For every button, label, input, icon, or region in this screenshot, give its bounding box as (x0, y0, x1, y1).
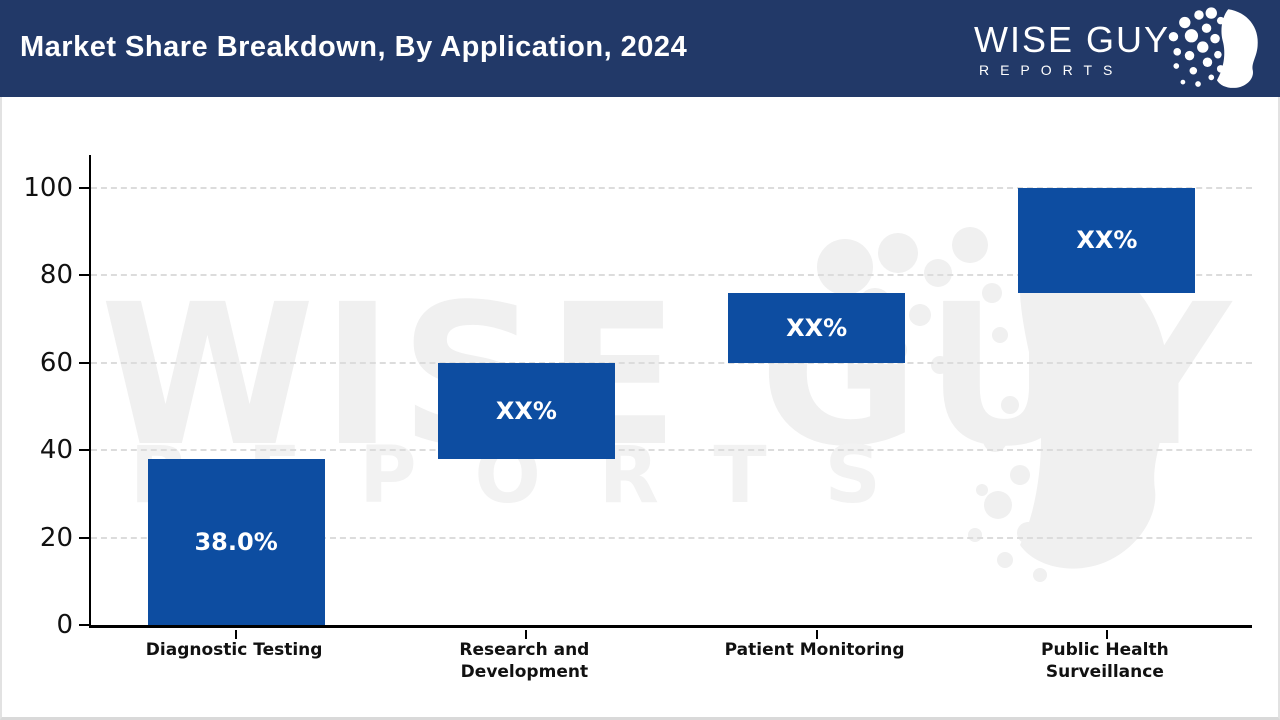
watermark-head-icon (770, 227, 1169, 582)
y-tick-mark (79, 624, 89, 626)
bar-value-label: XX% (495, 396, 557, 425)
y-gridline (91, 186, 1252, 189)
x-category-label: Research and Development (459, 640, 590, 683)
bar-public-health-surveillance: XX% (1018, 187, 1196, 293)
x-tick-mark (1105, 630, 1108, 639)
y-tick-mark (79, 449, 89, 451)
y-gridline (91, 536, 1252, 539)
bar-diagnostic-testing: 38.0% (147, 458, 325, 625)
y-tick-label: 20 (39, 522, 73, 553)
bar-patient-monitoring: XX% (728, 292, 906, 363)
y-tick-label: 0 (56, 610, 73, 640)
wiseguy-logo: WISE GUY REPORTS (974, 6, 1268, 92)
y-gridline (91, 274, 1252, 276)
x-tick-mark (525, 630, 528, 639)
bar-value-label: XX% (786, 313, 848, 342)
x-category-label: Patient Monitoring (724, 640, 905, 660)
y-tick-mark (79, 361, 89, 364)
bar-research-and-development: XX% (437, 362, 615, 459)
logo-tagline: REPORTS (978, 61, 1124, 78)
x-tick-mark (815, 630, 818, 639)
y-tick-label: 100 (23, 172, 73, 203)
y-tick-mark (79, 274, 89, 276)
x-tick-mark (235, 630, 238, 639)
y-tick-mark (79, 536, 89, 539)
x-category-label: Public Health Surveillance (1041, 640, 1169, 683)
y-tick-label: 80 (39, 260, 73, 290)
bar-value-label: XX% (1076, 226, 1138, 254)
plot-area: 0 20 40 60 80 100 38.0% XX% XX% XX% (23, 155, 1252, 639)
x-category-label: Diagnostic Testing (145, 640, 323, 660)
y-gridline (91, 361, 1252, 364)
header-bar: Market Share Breakdown, By Application, … (0, 0, 1280, 97)
x-axis-labels: Diagnostic Testing Research and Developme… (89, 639, 1250, 699)
bar-value-label: 38.0% (194, 527, 278, 556)
logo-head-icon (1168, 7, 1258, 88)
y-tick-mark (79, 186, 89, 189)
y-tick-label: 40 (39, 435, 73, 465)
logo-name: WISE GUY (973, 18, 1170, 60)
y-gridline (91, 449, 1252, 451)
y-tick-label: 60 (39, 347, 73, 378)
page-title: Market Share Breakdown, By Application, … (20, 31, 688, 63)
